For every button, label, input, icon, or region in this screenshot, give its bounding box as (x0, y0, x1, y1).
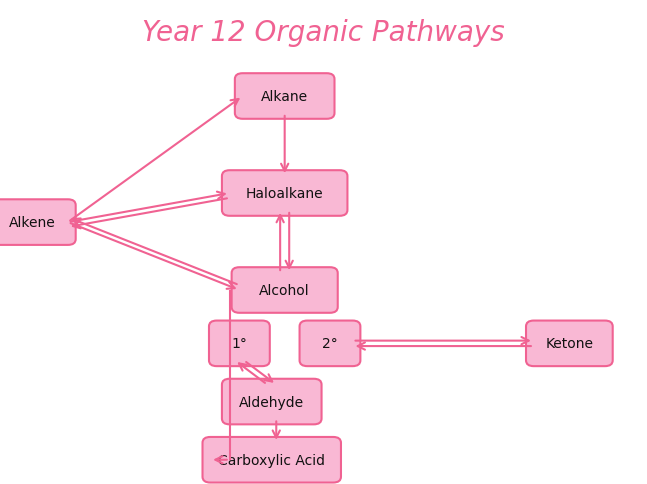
FancyBboxPatch shape (222, 379, 322, 424)
Text: Aldehyde: Aldehyde (239, 395, 304, 408)
Text: Haloalkane: Haloalkane (246, 187, 324, 200)
FancyBboxPatch shape (526, 321, 613, 366)
Text: Ketone: Ketone (545, 337, 593, 350)
FancyBboxPatch shape (203, 437, 341, 483)
FancyBboxPatch shape (0, 200, 76, 245)
Text: Carboxylic Acid: Carboxylic Acid (218, 453, 325, 467)
Text: Alkene: Alkene (9, 216, 56, 229)
Text: Alcohol: Alcohol (259, 284, 310, 297)
Text: 1°: 1° (232, 337, 247, 350)
Text: 2°: 2° (322, 337, 338, 350)
FancyBboxPatch shape (222, 171, 347, 216)
Text: Year 12 Organic Pathways: Year 12 Organic Pathways (142, 19, 505, 47)
Text: Alkane: Alkane (261, 90, 308, 104)
FancyBboxPatch shape (232, 268, 338, 313)
FancyBboxPatch shape (300, 321, 360, 366)
FancyBboxPatch shape (235, 74, 334, 120)
FancyBboxPatch shape (209, 321, 270, 366)
